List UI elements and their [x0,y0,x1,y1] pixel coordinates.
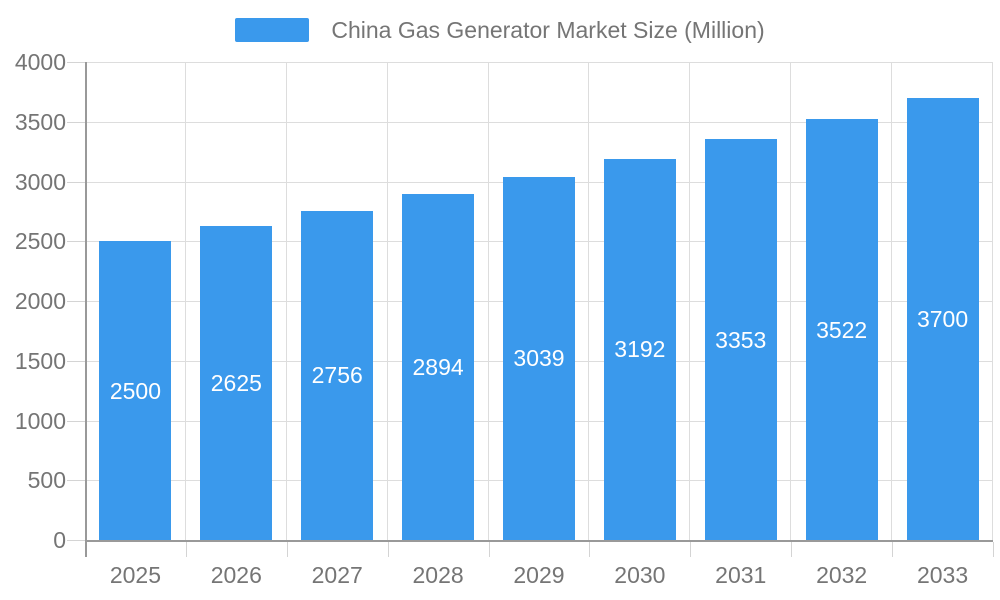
y-axis-label: 0 [53,527,66,553]
bar-value-label: 2894 [412,354,464,381]
gridline-vertical [588,62,590,540]
x-axis-label: 2026 [210,562,262,588]
bar-value-label: 2500 [109,377,162,404]
bar: 3192 [603,158,676,540]
x-axis-label: 2033 [916,562,969,588]
x-axis-label: 2027 [311,562,363,588]
y-axis-label: 3500 [14,108,66,135]
y-axis-line [85,62,87,557]
gridline-vertical [386,62,388,540]
bar-value-label: 3522 [816,316,868,343]
x-axis-label: 2029 [513,562,565,588]
x-axis-label: 2032 [816,562,868,588]
bar-value-label: 3039 [513,345,565,372]
gridline-vertical [689,62,691,540]
bar: 3522 [805,119,878,540]
bar-value-label: 3700 [916,305,969,332]
y-axis-label: 2500 [14,228,66,255]
y-axis-label: 3000 [14,168,66,195]
bar: 2625 [200,226,273,540]
y-axis-tick [67,480,85,482]
y-axis-tick [67,360,85,362]
y-axis-label: 1000 [14,407,66,434]
y-axis-label: 500 [27,467,66,494]
plot-area: 2500 2625 2756 2894 3039 3192 3353 3522 3700 [85,62,993,540]
x-axis-tick [690,542,692,557]
bar: 2894 [402,194,475,540]
gridline-vertical [184,62,186,540]
x-axis-tick [488,542,490,557]
bar: 3039 [503,176,575,540]
x-axis-tick [387,542,389,557]
y-axis-label: 2000 [14,288,66,314]
y-axis-tick [67,301,85,302]
bar-value-label: 2625 [210,370,262,397]
gridline-vertical [487,62,489,540]
x-axis-tick [791,542,793,557]
gridline-vertical [992,62,993,540]
bar-value-label: 3353 [715,326,767,353]
x-axis-tick [286,542,288,557]
bar: 3700 [906,97,979,540]
x-axis-line [85,540,993,542]
y-axis-label: 4000 [14,49,66,75]
y-axis-tick [67,420,85,422]
y-axis-label: 1500 [14,347,66,374]
gridline-vertical [285,62,287,540]
x-axis-label: 2030 [614,562,666,588]
x-axis-tick [892,542,894,557]
bar-value-label: 3192 [614,336,666,363]
x-axis-tick [589,542,591,557]
gridline-vertical [891,62,893,540]
bar-value-label: 2756 [311,362,363,389]
y-axis-tick [67,121,85,123]
gridline-vertical [790,62,792,540]
y-axis-tick [67,241,85,243]
x-axis-label: 2025 [109,562,162,588]
y-axis-tick [67,181,85,183]
x-axis-label: 2028 [412,562,464,588]
x-axis-tick [993,542,994,557]
y-axis-tick [67,540,85,541]
legend-swatch-icon [235,18,310,42]
gridline-horizontal [85,121,993,123]
bar: 2500 [99,241,172,540]
legend-label: China Gas Generator Market Size (Million… [331,17,765,43]
legend[interactable]: China Gas Generator Market Size (Million… [0,16,1000,44]
x-axis-label: 2031 [715,562,767,588]
bar: 2756 [301,210,374,540]
bar: 3353 [704,139,777,540]
x-axis-tick [185,542,187,557]
gridline-horizontal [85,62,993,63]
y-axis-tick [67,62,85,63]
